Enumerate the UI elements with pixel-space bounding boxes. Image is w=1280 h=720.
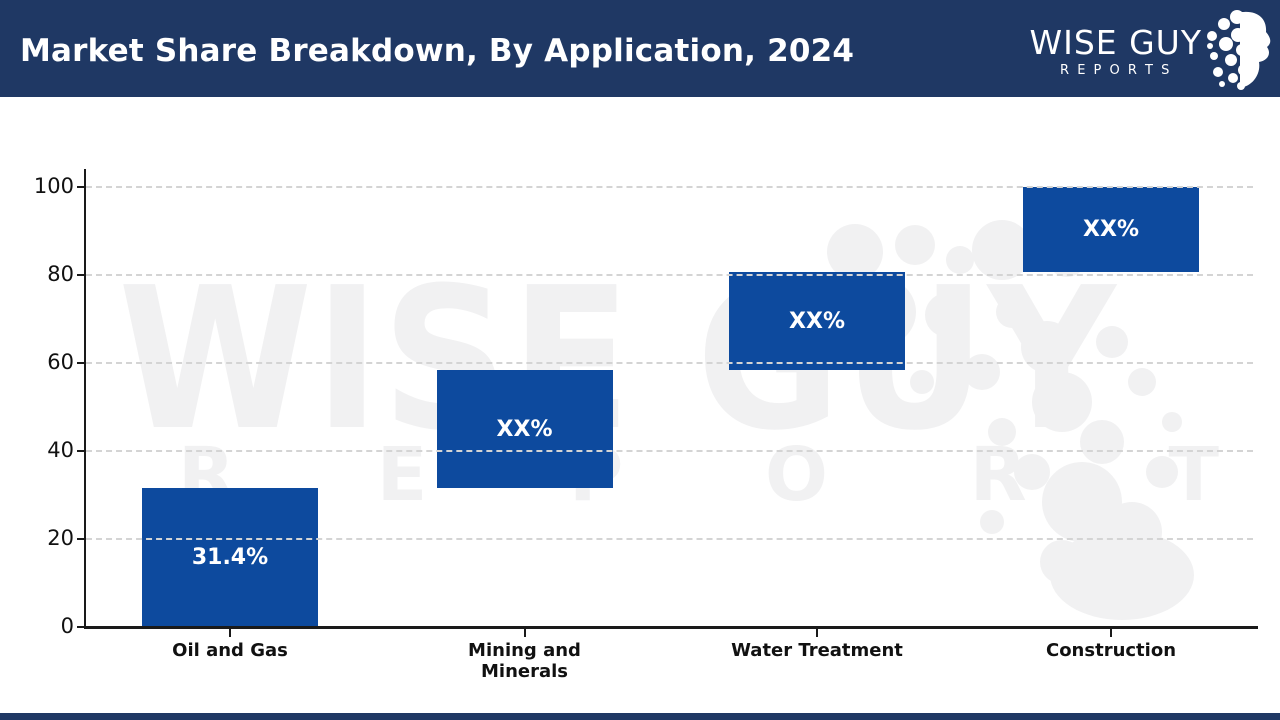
- y-axis-tick-100: [77, 185, 85, 188]
- y-axis-tick-40: [77, 449, 85, 452]
- y-axis-tick-20: [77, 537, 85, 540]
- y-tick-label-0: 0: [60, 613, 74, 638]
- wise-guy-logo: WISE GUY R E P O R T S: [1007, 6, 1272, 94]
- gridline-60: [86, 361, 1253, 364]
- gridline-20: [86, 537, 1253, 540]
- gridline-40: [86, 449, 1253, 452]
- gridline-100: [86, 185, 1253, 188]
- gridline-80: [86, 273, 1253, 276]
- bar-value-label: XX%: [496, 416, 553, 442]
- logo-reports-label: R E P O R T S: [1060, 62, 1172, 78]
- y-axis-tick-60: [77, 361, 85, 364]
- footer-bar: [0, 713, 1280, 720]
- y-tick-label-100: 100: [33, 173, 74, 198]
- category-label-3: Construction: [1045, 640, 1177, 661]
- category-label-2: Water Treatment: [731, 640, 903, 661]
- y-tick-label-20: 20: [47, 525, 74, 550]
- bar-oil-and-gas: 31.4%: [142, 488, 318, 627]
- page-title: Market Share Breakdown, By Application, …: [20, 33, 855, 69]
- x-axis-tick-2: [816, 629, 818, 637]
- bar-value-label: XX%: [789, 308, 845, 334]
- x-axis-line: [84, 626, 1258, 629]
- y-axis-line: [84, 169, 86, 628]
- category-label-1: Mining and Minerals: [468, 640, 581, 682]
- logo-wiseguy-label: WISE GUY: [1029, 23, 1202, 62]
- x-axis-tick-0: [229, 629, 231, 637]
- y-axis-tick-0: [77, 625, 85, 628]
- y-axis-tick-80: [77, 273, 85, 276]
- bar-mining-and-minerals: XX%: [436, 370, 613, 489]
- logo-head-icon: [1207, 10, 1271, 90]
- watermark-wiseguy-text: WISE GUY: [118, 246, 1118, 474]
- y-tick-label-40: 40: [47, 437, 74, 462]
- bar-value-label: 31.4%: [191, 544, 269, 570]
- bar-value-label: XX%: [1083, 216, 1139, 242]
- y-tick-label-60: 60: [47, 349, 74, 374]
- header-bar: Market Share Breakdown, By Application, …: [0, 0, 1280, 97]
- bar-construction: XX%: [1023, 186, 1199, 272]
- category-label-0: Oil and Gas: [172, 640, 288, 661]
- y-tick-label-80: 80: [47, 261, 74, 286]
- x-axis-tick-1: [523, 629, 526, 637]
- bar-water-treatment: XX%: [729, 271, 905, 371]
- x-axis-tick-3: [1110, 629, 1112, 637]
- logo-text: WISE GUY R E P O R T S: [1029, 23, 1202, 78]
